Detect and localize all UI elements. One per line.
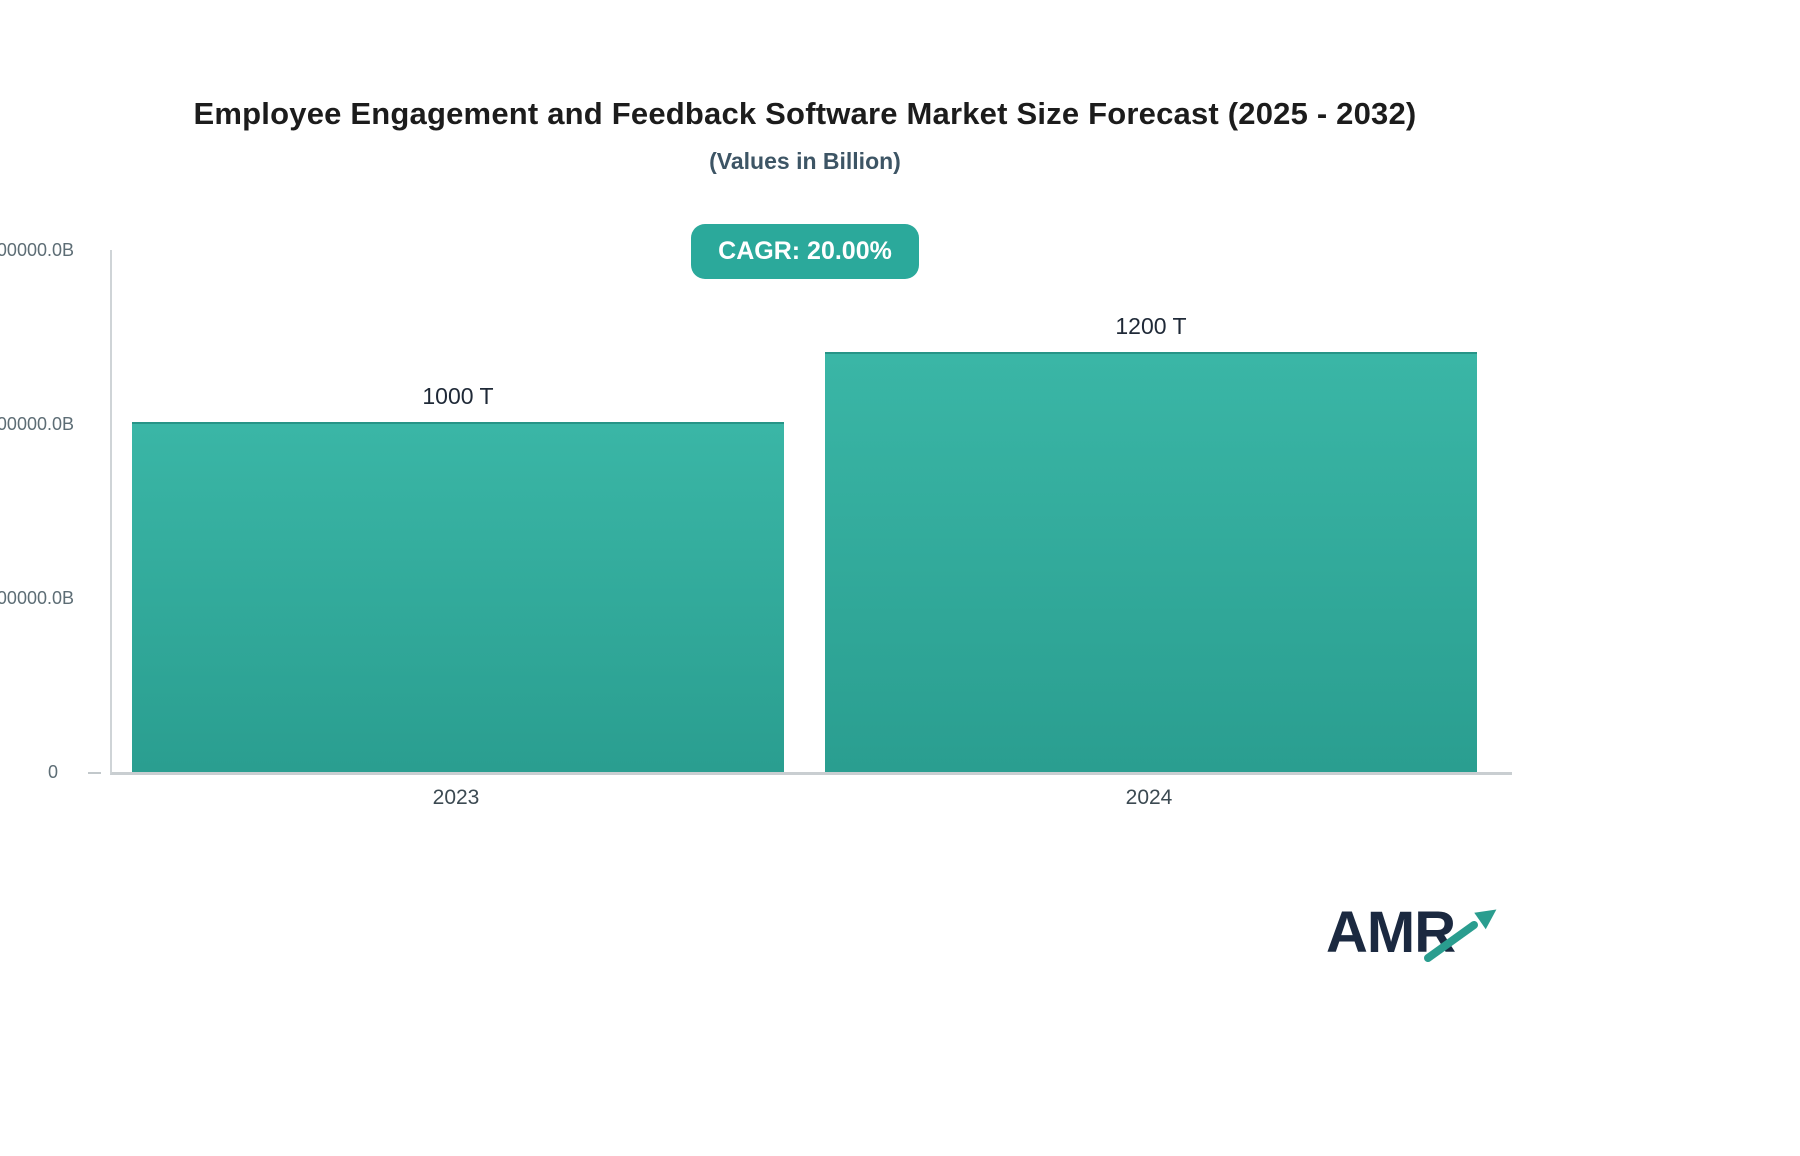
logo-arrow-icon — [1424, 909, 1497, 962]
chart-title: Employee Engagement and Feedback Softwar… — [193, 96, 1417, 131]
y-axis-ticks: 0 00000.0B 00000.0B 00000.0B — [0, 240, 92, 782]
amr-logo: AMR — [1326, 898, 1516, 978]
y-tick-label: 00000.0B — [0, 240, 74, 260]
bar-group-2023: 1000 T — [132, 250, 784, 772]
cagr-badge-row: CAGR: 20.00% — [0, 224, 1610, 279]
bar-group-2024: 1200 T — [825, 250, 1477, 772]
x-axis-labels: 2023 2024 — [110, 786, 1510, 816]
chart-subtitle: (Values in Billion) — [709, 148, 901, 174]
zero-tick-mark — [88, 772, 101, 774]
x-axis-label: 2024 — [1125, 786, 1173, 809]
plot-area: 0 00000.0B 00000.0B 00000.0B 1000 T 1200… — [0, 240, 1512, 782]
y-tick-label: 0 — [47, 762, 58, 782]
y-tick-label: 00000.0B — [0, 414, 74, 434]
bar — [132, 422, 784, 772]
bar-value-label: 1000 T — [422, 383, 494, 409]
x-axis-label: 2023 — [432, 786, 480, 809]
y-tick-label: 00000.0B — [0, 588, 74, 608]
cagr-badge: CAGR: 20.00% — [691, 224, 919, 279]
bar — [825, 352, 1477, 772]
bar-value-label: 1200 T — [1115, 313, 1187, 339]
